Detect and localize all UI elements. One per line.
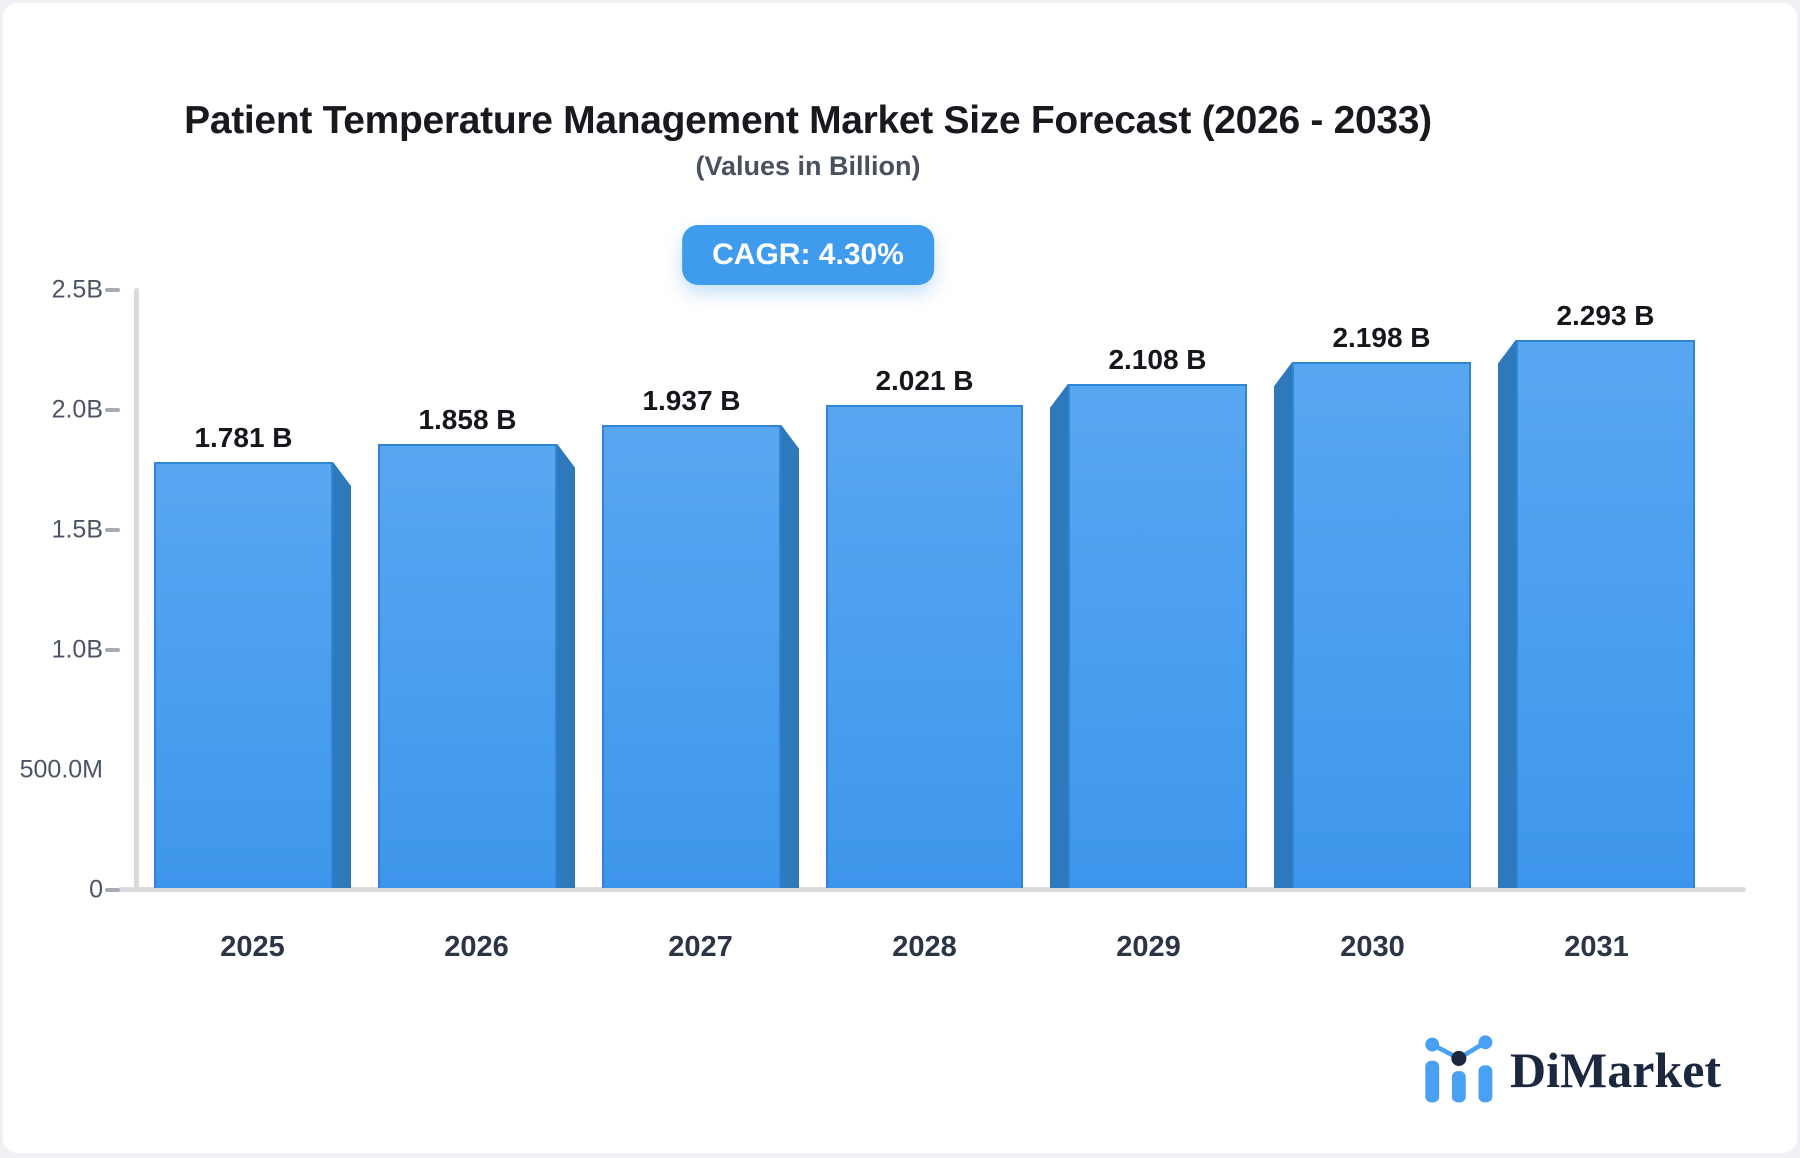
y-tick-label: 500.0M	[19, 755, 103, 784]
bar-bevel-face	[1050, 383, 1068, 888]
y-tick-dash	[105, 648, 120, 652]
bar-bevel-face	[333, 462, 351, 888]
y-tick-label: 1.5B	[51, 515, 103, 544]
bar-2029: 2.108 B	[1050, 344, 1247, 888]
bar-bevel-face	[1274, 362, 1292, 888]
x-axis-label-2027: 2027	[668, 931, 733, 963]
bar-2030: 2.198 B	[1274, 322, 1471, 888]
x-axis-label-2031: 2031	[1564, 931, 1629, 963]
bar-2027: 1.937 B	[602, 385, 799, 888]
y-axis: 2.5B 2.0B 1.5B 1.0B 500.0M 0	[3, 276, 134, 904]
bar-value-label: 1.781 B	[194, 422, 293, 453]
bar-value-label: 2.293 B	[1556, 299, 1655, 331]
bars: 1.781 B 1.858 B 1.937 B 2.021 B 2.108 B 2.198…	[154, 290, 1695, 888]
bar-front-face	[378, 443, 557, 888]
y-tick-dash	[105, 528, 120, 532]
x-axis-label-2026: 2026	[444, 931, 509, 963]
bar-value-label: 2.198 B	[1332, 322, 1431, 354]
bar-front-face	[826, 404, 1023, 888]
bar-2025: 1.781 B	[154, 422, 351, 888]
bar-value-label: 1.858 B	[418, 403, 517, 435]
bar-front-face	[1516, 339, 1695, 888]
bar-2026: 1.858 B	[378, 404, 575, 888]
x-axis-label-2029: 2029	[1116, 931, 1181, 963]
bar-front-face	[1068, 383, 1247, 888]
bar-front-face	[154, 462, 333, 888]
bar-2028: 2.021 B	[826, 365, 1023, 888]
logo-text: DiMarket	[1510, 1042, 1722, 1098]
bar-front-face	[602, 424, 781, 888]
bar-bevel-face	[1498, 339, 1516, 888]
chart-subtitle: (Values in Billion)	[695, 151, 921, 181]
y-tick-dash	[105, 408, 120, 412]
bar-value-label: 2.021 B	[875, 364, 974, 396]
cagr-badge: CAGR: 4.30%	[682, 225, 934, 285]
chart-title: Patient Temperature Management Market Si…	[184, 99, 1432, 142]
x-axis-labels: 2025 2026 2027 2028 2029 2030 2031	[154, 931, 1695, 964]
y-tick-dash	[105, 888, 120, 892]
y-tick-label: 2.5B	[51, 275, 103, 304]
logo-chart-icon	[1425, 1035, 1493, 1103]
x-axis-label-2025: 2025	[220, 931, 285, 963]
y-axis-line	[134, 288, 139, 890]
bar-value-label: 1.937 B	[642, 384, 741, 416]
bar-front-face	[1292, 362, 1471, 888]
bar-bevel-face	[781, 424, 799, 888]
bar-bevel-face	[557, 443, 575, 888]
dimarket-logo: DiMarket	[1423, 1035, 1721, 1105]
bar-value-label: 2.108 B	[1108, 343, 1207, 375]
y-tick-label: 1.0B	[51, 635, 103, 664]
bar-2031: 2.293 B	[1498, 300, 1695, 888]
x-axis-baseline	[118, 887, 1746, 892]
y-tick-label: 0	[89, 875, 103, 904]
y-tick-label: 2.0B	[51, 395, 103, 424]
x-axis-label-2028: 2028	[892, 931, 957, 963]
x-axis-label-2030: 2030	[1340, 931, 1405, 963]
y-tick-dash	[105, 288, 120, 292]
